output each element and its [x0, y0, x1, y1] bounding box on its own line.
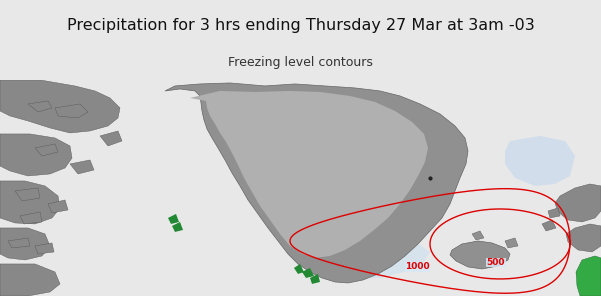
- Polygon shape: [0, 228, 50, 260]
- Polygon shape: [15, 188, 40, 201]
- Polygon shape: [168, 214, 179, 224]
- Polygon shape: [0, 264, 60, 296]
- Polygon shape: [35, 243, 54, 254]
- Polygon shape: [55, 104, 88, 118]
- Text: Freezing level contours: Freezing level contours: [228, 56, 373, 69]
- Polygon shape: [190, 91, 428, 258]
- Polygon shape: [576, 256, 601, 296]
- Polygon shape: [0, 134, 72, 176]
- Polygon shape: [48, 200, 68, 213]
- Polygon shape: [555, 184, 601, 222]
- Polygon shape: [505, 238, 518, 248]
- Polygon shape: [566, 224, 601, 252]
- Polygon shape: [302, 268, 314, 278]
- Text: Precipitation for 3 hrs ending Thursday 27 Mar at 3am -03: Precipitation for 3 hrs ending Thursday …: [67, 18, 534, 33]
- Polygon shape: [28, 101, 52, 112]
- Polygon shape: [450, 241, 510, 269]
- Text: 1000: 1000: [406, 262, 430, 271]
- Text: 500: 500: [487, 258, 505, 267]
- Polygon shape: [20, 212, 42, 224]
- Polygon shape: [8, 238, 30, 248]
- Polygon shape: [35, 144, 58, 156]
- Polygon shape: [165, 83, 468, 283]
- Polygon shape: [310, 274, 320, 284]
- Polygon shape: [505, 136, 575, 186]
- Polygon shape: [70, 160, 94, 174]
- Polygon shape: [294, 264, 304, 274]
- Polygon shape: [548, 208, 560, 218]
- Polygon shape: [0, 80, 120, 133]
- Polygon shape: [172, 222, 183, 232]
- Polygon shape: [542, 220, 556, 231]
- Polygon shape: [472, 231, 484, 240]
- Polygon shape: [100, 131, 122, 146]
- Polygon shape: [0, 181, 60, 224]
- Polygon shape: [295, 231, 430, 280]
